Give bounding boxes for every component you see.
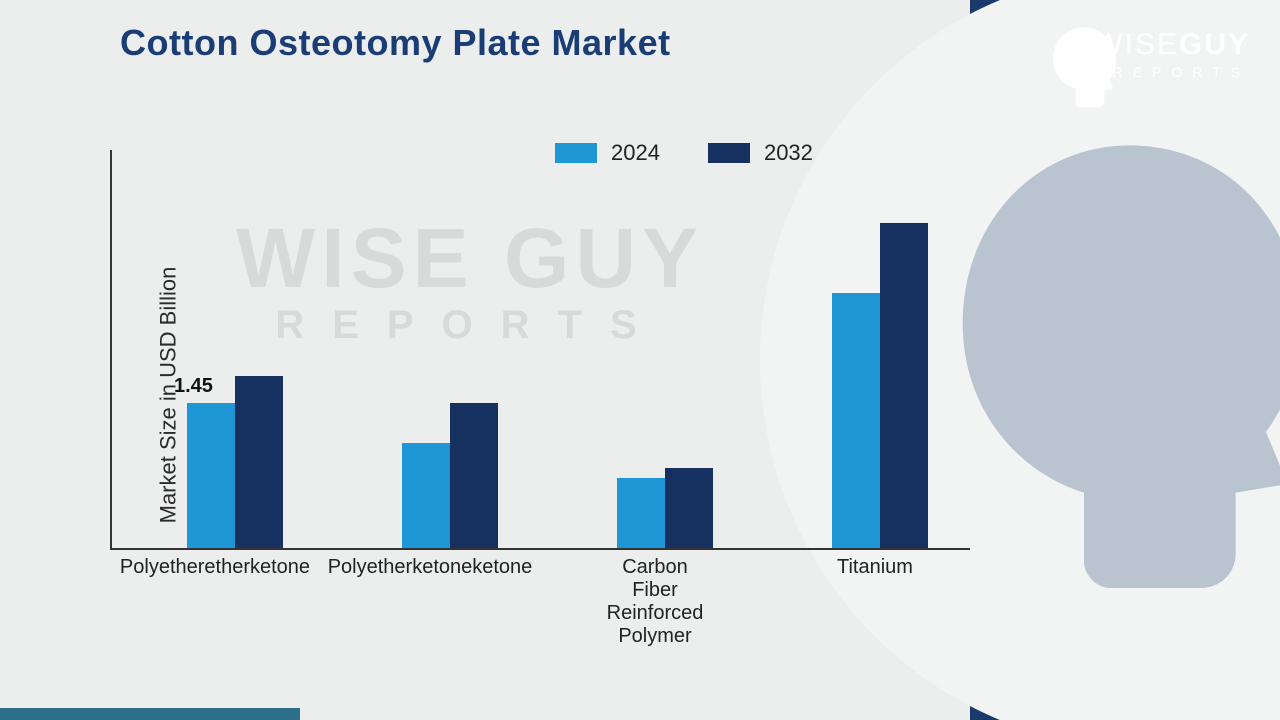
bar-group (617, 468, 713, 548)
brand-logo: WISEGUY REPORTS (1094, 28, 1250, 80)
bar (832, 293, 880, 548)
x-axis-label: Polyetherketoneketone (315, 556, 545, 579)
logo-line2: REPORTS (1094, 64, 1250, 80)
bottom-accent-bar (0, 708, 300, 720)
bar (187, 403, 235, 548)
bar (617, 478, 665, 548)
bar-group (402, 403, 498, 548)
bar (402, 443, 450, 548)
bar-chart: Market Size in USD Billion 2024 2032 1.4… (90, 150, 970, 640)
bar (880, 223, 928, 548)
plot-area: 1.45 (110, 150, 970, 550)
bar (235, 376, 283, 548)
bar-group (832, 223, 928, 548)
logo-line1: WISEGUY (1094, 28, 1250, 62)
bar-group (187, 376, 283, 548)
logo-word-guy: GUY (1179, 28, 1250, 61)
chart-title: Cotton Osteotomy Plate Market (120, 22, 671, 64)
chart-card: WISE GUY REPORTS Cotton Osteotomy Plate … (0, 0, 1280, 720)
logo-word-wise: WISE (1094, 28, 1179, 61)
x-axis-label: CarbonFiberReinforcedPolymer (580, 556, 730, 648)
x-axis-label: Titanium (800, 556, 950, 579)
x-axis-label: Polyetheretherketone (100, 556, 330, 579)
bar (665, 468, 713, 548)
x-axis-labels: PolyetheretherketonePolyetherketoneketon… (110, 556, 970, 646)
bar (450, 403, 498, 548)
